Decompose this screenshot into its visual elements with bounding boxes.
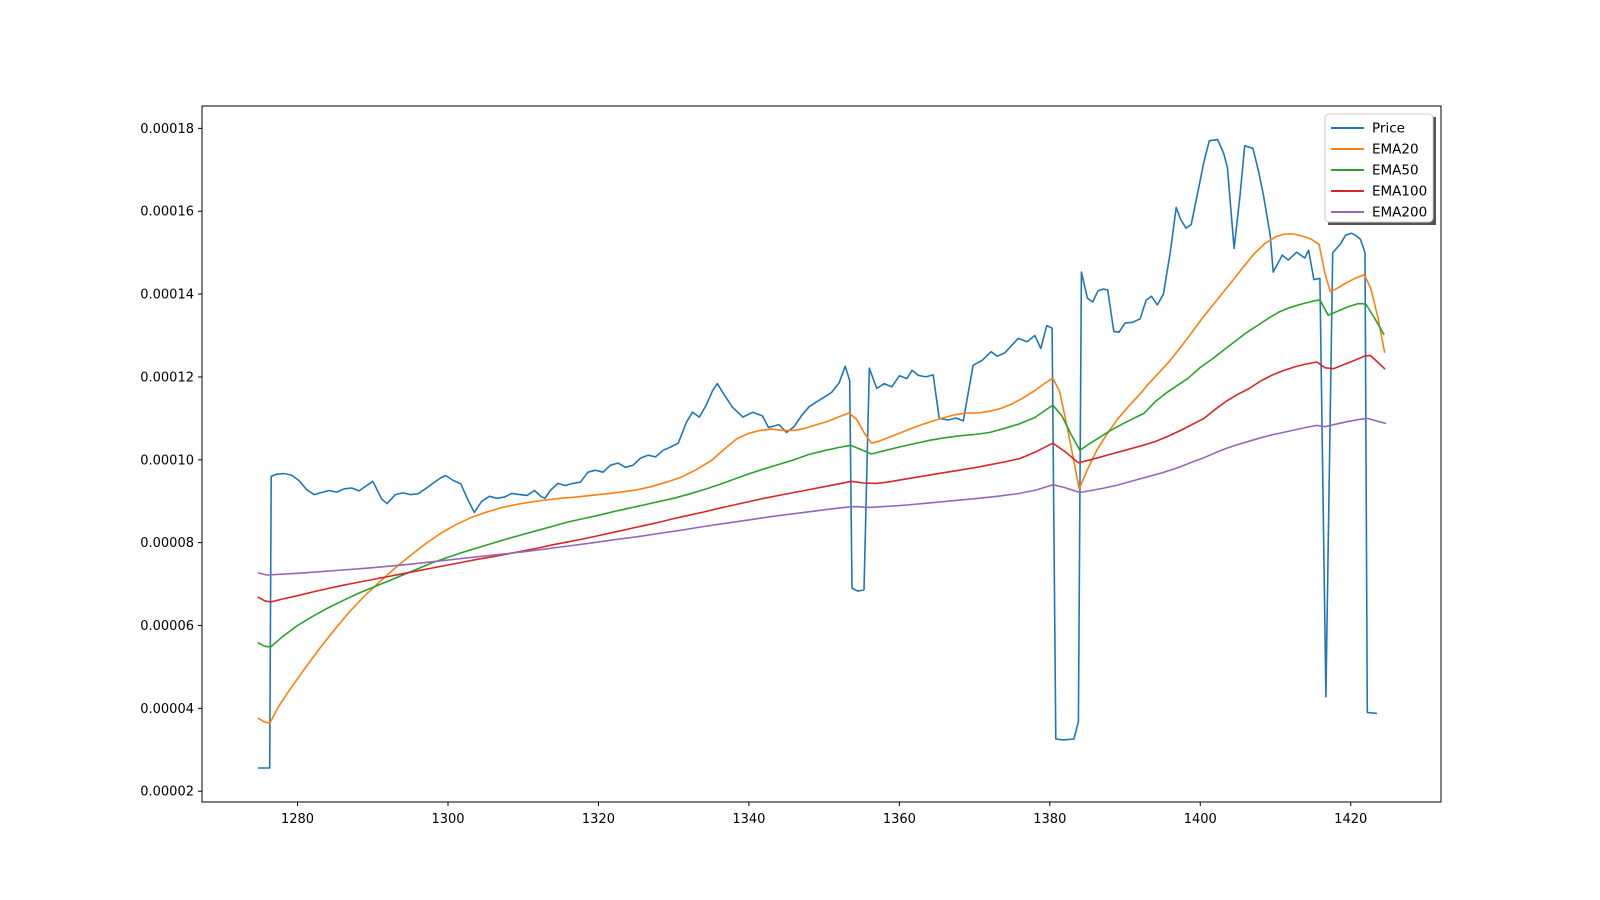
x-axis-tick-label: 1420 (1334, 812, 1367, 827)
x-axis-tick-label: 1300 (431, 812, 464, 827)
plot-frame (201, 105, 1442, 803)
y-axis-tick-label: 0.00006 (140, 619, 194, 634)
x-axis-tick-label: 1340 (732, 812, 765, 827)
y-axis-tick-label: 0.00002 (140, 785, 194, 800)
legend-label-ema200: EMA200 (1372, 205, 1427, 221)
legend-label-ema100: EMA100 (1372, 184, 1427, 200)
x-axis-tick-label: 1380 (1033, 812, 1066, 827)
legend-box (1324, 113, 1434, 223)
y-axis-tick-label: 0.00018 (140, 122, 194, 137)
legend-label-price: Price (1372, 121, 1405, 137)
y-axis-tick-label: 0.00010 (140, 453, 194, 468)
series-line-ema50 (257, 299, 1385, 648)
x-axis-tick-label: 1320 (582, 812, 615, 827)
x-axis-tick-label: 1400 (1184, 812, 1217, 827)
y-axis-tick-label: 0.00012 (140, 370, 194, 385)
x-axis-tick-label: 1280 (281, 812, 314, 827)
y-axis-tick-label: 0.00016 (140, 205, 194, 220)
x-axis-tick-label: 1360 (883, 812, 916, 827)
legend-label-ema50: EMA50 (1372, 163, 1419, 179)
series-line-ema20 (257, 233, 1386, 725)
y-axis-tick-label: 0.00014 (140, 288, 194, 303)
y-axis-tick-label: 0.00008 (140, 536, 194, 551)
legend-label-ema20: EMA20 (1372, 142, 1419, 158)
series-line-ema200 (257, 417, 1387, 576)
series-line-ema100 (257, 354, 1386, 603)
series-line-price (257, 138, 1378, 769)
y-axis-tick-label: 0.00004 (140, 702, 194, 717)
